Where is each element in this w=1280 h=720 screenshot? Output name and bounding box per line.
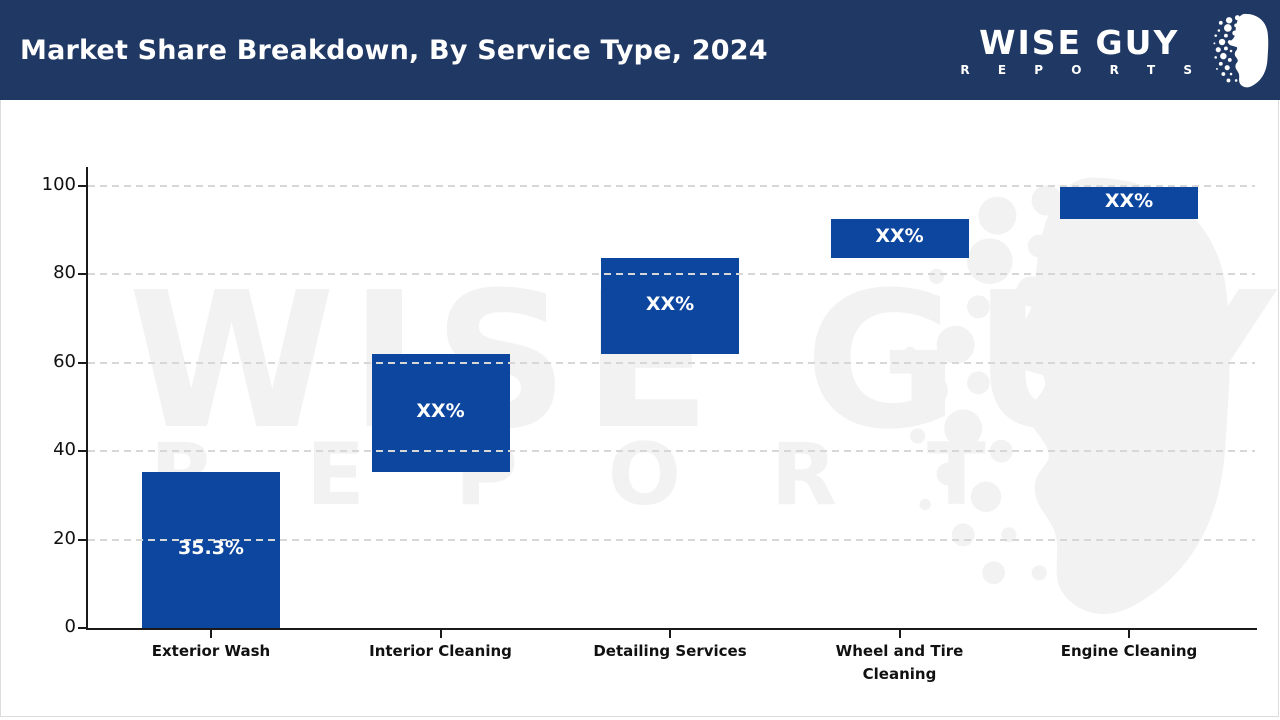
wiseguy-head-icon bbox=[1208, 10, 1272, 92]
x-tick bbox=[210, 630, 212, 638]
y-tick bbox=[78, 361, 86, 364]
bar-value-label: XX% bbox=[875, 225, 924, 248]
bar-wheel-and-tire-cleaning bbox=[830, 218, 969, 258]
header-bar: Market Share Breakdown, By Service Type,… bbox=[0, 0, 1280, 100]
y-tick bbox=[78, 185, 86, 187]
y-tick-label: 80 bbox=[53, 262, 76, 284]
logo-brand-text: WISE GUY bbox=[979, 22, 1180, 62]
y-tick bbox=[78, 538, 86, 541]
x-tick bbox=[1128, 630, 1130, 638]
gridline-40 bbox=[88, 450, 1255, 453]
x-tick bbox=[898, 630, 901, 638]
gridline-20 bbox=[88, 538, 1255, 541]
bar-engine-cleaning bbox=[1060, 187, 1198, 219]
x-axis-category-label: Interior Cleaning bbox=[369, 642, 512, 660]
y-tick-label: 100 bbox=[41, 174, 76, 195]
bar-exterior-wash bbox=[142, 471, 280, 628]
y-tick-label: 20 bbox=[53, 527, 76, 549]
wiseguy-logo: WISE GUY R E P O R T S bbox=[954, 6, 1272, 96]
bar-value-label: XX% bbox=[416, 399, 465, 422]
x-tick bbox=[439, 630, 442, 638]
logo-sub-text: R E P O R T S bbox=[960, 62, 1204, 77]
gridline-100 bbox=[88, 185, 1255, 187]
x-axis-category-label: Detailing Services bbox=[593, 642, 747, 660]
bar-value-label: 35.3% bbox=[178, 536, 244, 559]
gridline-60 bbox=[88, 361, 1255, 364]
y-tick bbox=[78, 273, 86, 276]
bar-interior-cleaning bbox=[371, 353, 510, 472]
bar-value-label: XX% bbox=[1104, 190, 1154, 213]
logo-text: WISE GUY R E P O R T S bbox=[954, 26, 1204, 77]
y-axis-line bbox=[86, 167, 88, 630]
y-tick bbox=[78, 627, 86, 629]
bar-value-label: XX% bbox=[645, 292, 695, 315]
x-axis-category-label: Exterior Wash bbox=[151, 642, 271, 660]
y-tick-label: 60 bbox=[53, 350, 76, 372]
y-tick-label: 0 bbox=[64, 616, 76, 637]
x-axis-category-label: Engine Cleaning bbox=[1060, 642, 1198, 660]
y-tick-label: 40 bbox=[53, 439, 76, 461]
x-axis-line bbox=[86, 628, 1257, 630]
y-tick bbox=[78, 450, 86, 453]
x-tick bbox=[669, 630, 671, 638]
gridline-80 bbox=[88, 273, 1255, 276]
chart-title: Market Share Breakdown, By Service Type,… bbox=[20, 34, 768, 66]
x-axis-category-label: Wheel and Tire Cleaning bbox=[835, 642, 964, 683]
